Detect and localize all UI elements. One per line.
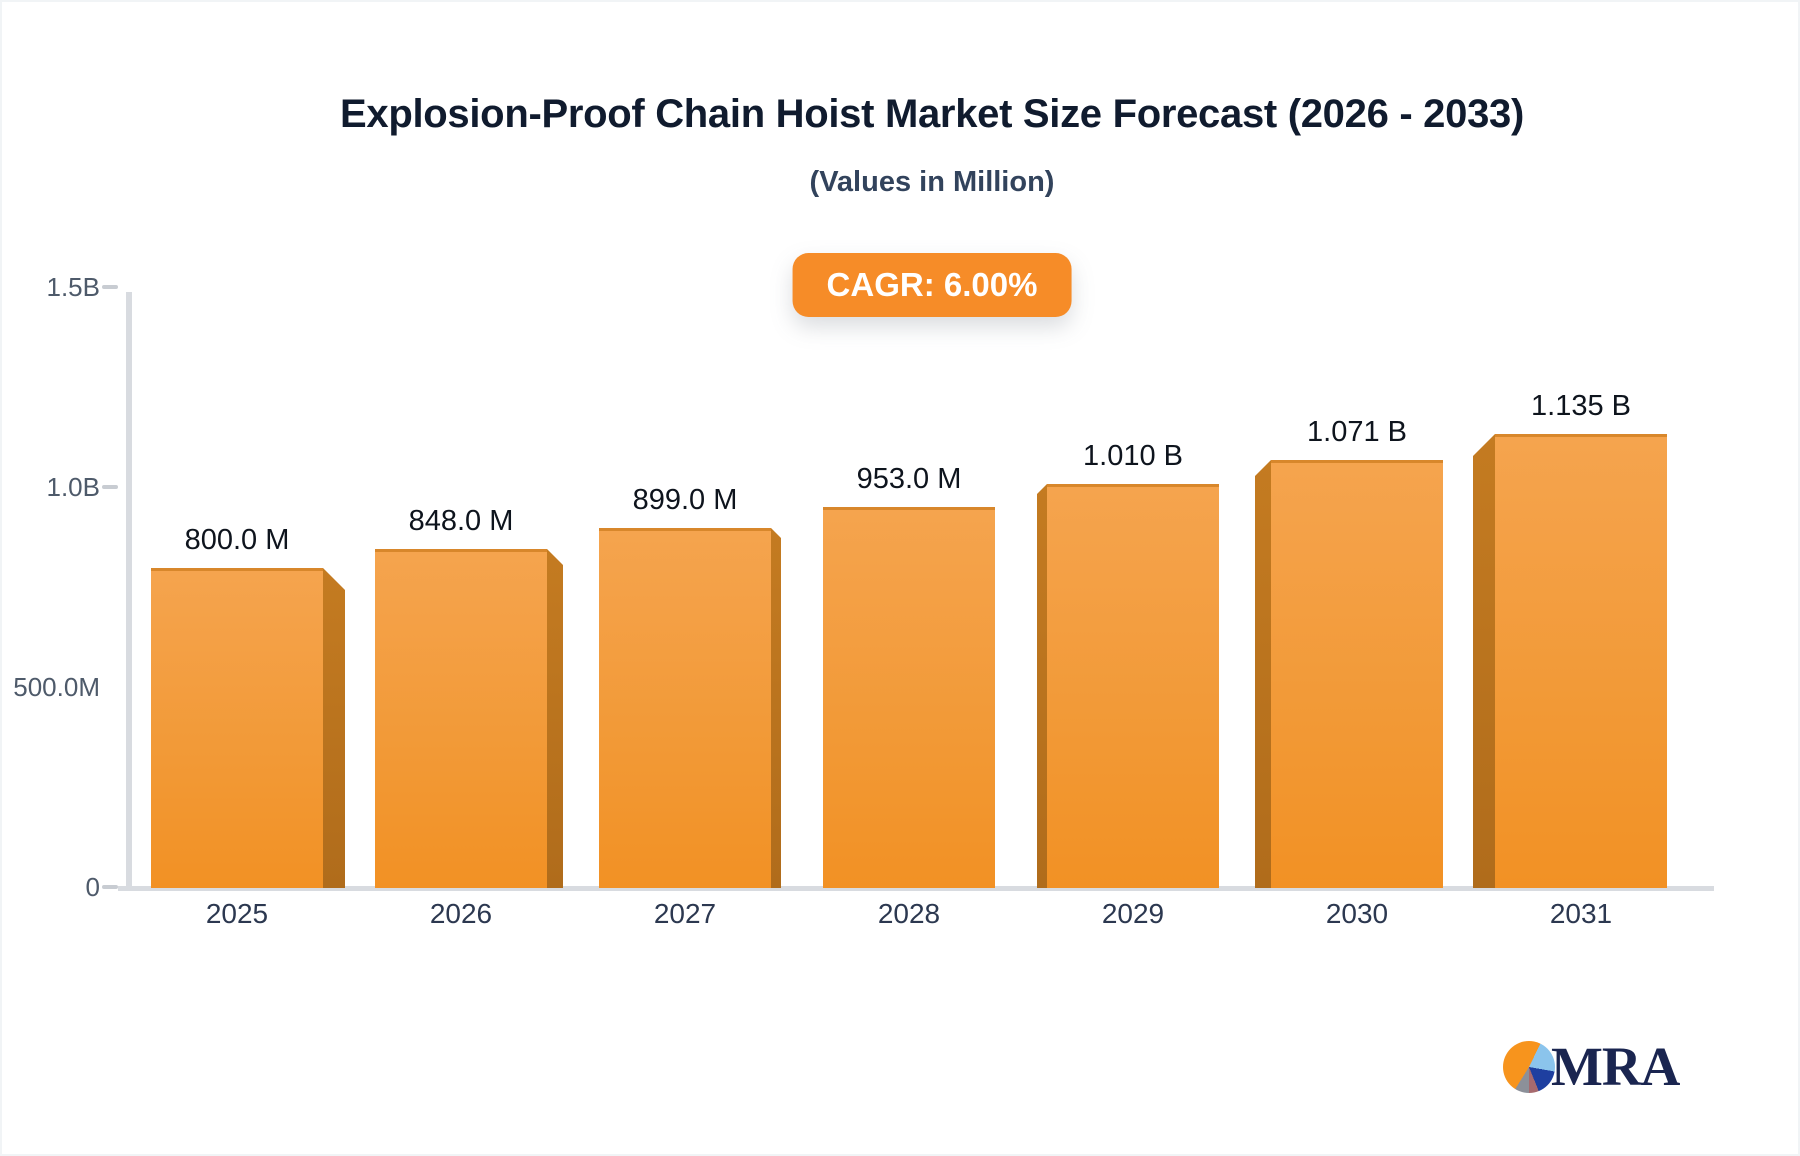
x-axis-baseline bbox=[118, 886, 1714, 891]
y-axis-tick-mark bbox=[102, 285, 118, 289]
y-axis-tick-label: 500.0M bbox=[13, 672, 100, 702]
bar-face bbox=[599, 528, 771, 888]
bar-2028: 953.0 M bbox=[823, 463, 995, 888]
bar-face bbox=[1271, 460, 1443, 888]
bar-3d-side bbox=[1255, 460, 1271, 888]
chart-title: Explosion-Proof Chain Hoist Market Size … bbox=[340, 92, 1524, 136]
bar-face bbox=[151, 568, 323, 888]
y-axis-line bbox=[126, 292, 132, 890]
mra-logo: MRA bbox=[1503, 1036, 1680, 1097]
bar-3d-side bbox=[1473, 434, 1495, 888]
mra-logo-pie-icon bbox=[1503, 1041, 1555, 1093]
bar-value-label: 953.0 M bbox=[856, 463, 962, 495]
bar-value-label: 848.0 M bbox=[408, 505, 514, 537]
bar-2030: 1.071 B bbox=[1255, 416, 1443, 888]
x-axis-label-2026: 2026 bbox=[429, 898, 493, 929]
bar-value-label: 1.010 B bbox=[1083, 440, 1183, 472]
bar-2031: 1.135 B bbox=[1473, 390, 1667, 888]
x-axis-label-2030: 2030 bbox=[1325, 898, 1389, 929]
bar-2027: 899.0 M bbox=[599, 484, 781, 888]
bar-value-label: 1.135 B bbox=[1531, 390, 1631, 422]
x-axis-label-2028: 2028 bbox=[877, 898, 941, 929]
chart-subtitle: (Values in Million) bbox=[809, 166, 1055, 198]
x-axis-label-2031: 2031 bbox=[1549, 898, 1613, 929]
y-axis-tick-label: 1.5B bbox=[46, 272, 101, 302]
mra-logo-text: MRA bbox=[1551, 1036, 1680, 1097]
bar-2029: 1.010 B bbox=[1037, 440, 1219, 888]
bar-2025: 800.0 M bbox=[151, 524, 345, 888]
bar-3d-side bbox=[1037, 484, 1047, 888]
y-axis-tick-label: 0 bbox=[85, 872, 100, 902]
y-axis-tick-mark bbox=[102, 485, 118, 489]
x-axis-label-2027: 2027 bbox=[653, 898, 717, 929]
x-axis-label-2029: 2029 bbox=[1101, 898, 1165, 929]
y-axis-tick-mark bbox=[102, 885, 118, 889]
bar-face bbox=[1047, 484, 1219, 888]
bar-value-label: 899.0 M bbox=[632, 484, 738, 516]
bar-3d-side bbox=[323, 568, 345, 888]
y-axis-tick-label: 1.0B bbox=[46, 472, 101, 502]
bar-face bbox=[823, 507, 995, 888]
x-axis-label-2025: 2025 bbox=[205, 898, 269, 929]
bar-3d-side bbox=[547, 549, 563, 888]
bar-3d-side bbox=[771, 528, 781, 888]
bar-face bbox=[1495, 434, 1667, 888]
bar-value-label: 800.0 M bbox=[184, 524, 290, 556]
bar-value-label: 1.071 B bbox=[1307, 416, 1407, 448]
bar-2026: 848.0 M bbox=[375, 505, 563, 888]
cagr-badge: CAGR: 6.00% bbox=[792, 253, 1072, 317]
bar-face bbox=[375, 549, 547, 888]
